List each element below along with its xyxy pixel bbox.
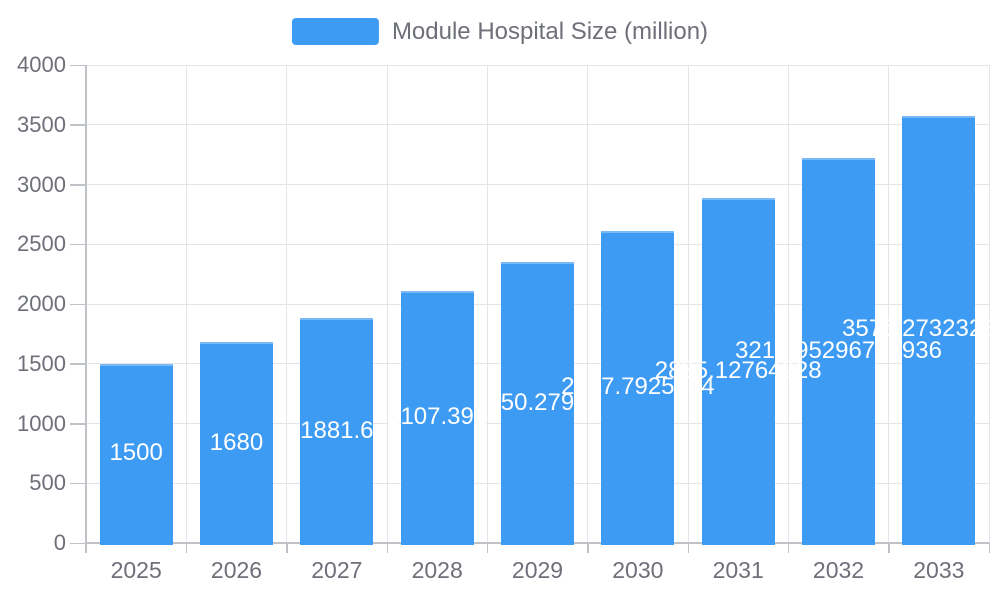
x-axis-tick [687, 543, 689, 553]
gridline-horizontal [86, 184, 989, 185]
bar-2033[interactable] [902, 115, 976, 545]
bar-2032[interactable] [802, 158, 875, 545]
x-axis-tick [185, 543, 188, 553]
x-axis-tick [787, 543, 790, 553]
x-axis-tick [587, 543, 589, 553]
x-axis-label-2033: 2033 [913, 557, 965, 583]
x-axis-label-2025: 2025 [110, 557, 162, 583]
y-axis-tick-label: 1000 [17, 410, 66, 436]
gridline-vertical [888, 65, 890, 543]
legend-label: Module Hospital Size (million) [391, 18, 709, 45]
x-axis-tick [286, 543, 288, 553]
y-axis-tick [70, 184, 86, 186]
y-axis-tick [70, 542, 86, 544]
y-axis-tick [70, 124, 86, 126]
bar-2027[interactable] [300, 318, 374, 545]
gridline-horizontal [86, 124, 989, 126]
x-axis-tick [988, 543, 990, 553]
bar-2030[interactable] [601, 231, 675, 545]
y-axis-tick [70, 303, 86, 305]
y-axis-tick-label: 0 [53, 530, 66, 555]
y-axis-tick-label: 3500 [17, 111, 66, 137]
x-axis-label-2026: 2026 [210, 557, 263, 583]
y-axis-tick-label: 500 [29, 470, 66, 496]
bar-2029[interactable] [501, 262, 574, 545]
x-axis-label-2029: 2029 [511, 557, 564, 583]
gridline-vertical [787, 65, 789, 543]
gridline-vertical [386, 65, 388, 543]
bar-2026[interactable] [200, 342, 273, 545]
gridline-horizontal [86, 64, 989, 66]
y-axis-tick [70, 243, 86, 246]
x-axis-tick [386, 543, 388, 553]
gridline-vertical [286, 65, 288, 543]
bar-2028[interactable] [400, 291, 474, 545]
x-axis-tick [888, 543, 890, 553]
y-axis-tick-label: 1500 [17, 350, 66, 376]
y-axis-tick-label: 2500 [17, 231, 66, 257]
y-axis-tick [70, 363, 86, 365]
bar-2031[interactable] [701, 198, 775, 545]
y-axis-line [85, 65, 87, 553]
x-axis-label-2031: 2031 [712, 557, 764, 583]
bar-2025[interactable] [99, 363, 173, 545]
y-axis-tick [70, 423, 86, 425]
gridline-vertical [687, 65, 689, 543]
gridline-vertical [988, 65, 990, 543]
y-axis-tick-label: 3000 [17, 171, 66, 197]
x-axis-tick [486, 543, 489, 553]
y-axis-tick-label: 2000 [17, 291, 66, 316]
x-axis-label-2032: 2032 [812, 557, 865, 583]
legend-swatch [291, 18, 379, 45]
y-axis-tick [70, 482, 86, 485]
y-axis-tick [70, 64, 86, 66]
x-axis-label-2027: 2027 [311, 557, 363, 583]
gridline-vertical [587, 65, 589, 543]
x-axis-label-2028: 2028 [411, 557, 463, 583]
gridline-vertical [185, 65, 187, 543]
y-axis-tick-label: 4000 [17, 52, 66, 77]
gridline-horizontal [86, 243, 989, 245]
legend-item[interactable]: Module Hospital Size (million) [291, 18, 709, 45]
x-axis-label-2030: 2030 [612, 557, 664, 583]
gridline-vertical [486, 65, 488, 543]
